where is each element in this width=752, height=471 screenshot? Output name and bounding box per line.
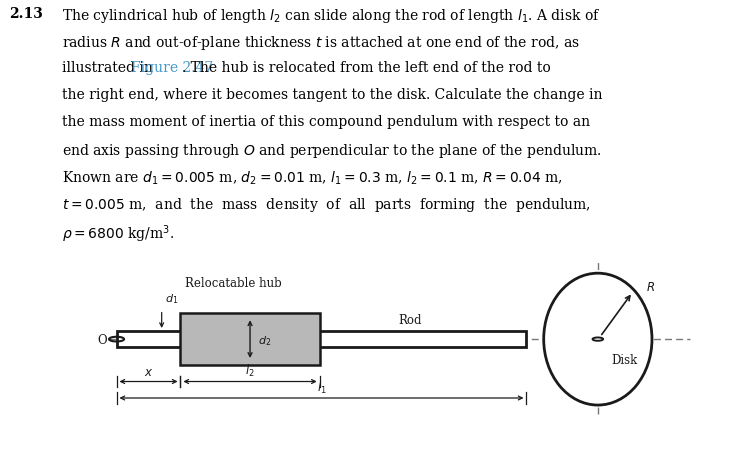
Text: $d_2$: $d_2$: [257, 334, 271, 349]
Text: the mass moment of inertia of this compound pendulum with respect to an: the mass moment of inertia of this compo…: [62, 115, 590, 130]
Text: illustrated in: illustrated in: [62, 61, 157, 75]
Text: $l_1$: $l_1$: [317, 380, 326, 396]
Text: Known are $d_1 = 0.005$ m, $d_2 = 0.01$ m, $l_1 = 0.3$ m, $l_2 = 0.1$ m, $R = 0.: Known are $d_1 = 0.005$ m, $d_2 = 0.01$ …: [62, 169, 562, 187]
Text: end axis passing through $O$ and perpendicular to the plane of the pendulum.: end axis passing through $O$ and perpend…: [62, 142, 602, 160]
Text: . The hub is relocated from the left end of the rod to: . The hub is relocated from the left end…: [182, 61, 550, 75]
Text: Disk: Disk: [611, 354, 638, 367]
Bar: [180, 313, 320, 365]
Text: $\rho = 6800$ kg/m$^3$.: $\rho = 6800$ kg/m$^3$.: [62, 223, 174, 245]
Text: $x$: $x$: [144, 366, 153, 379]
Text: Rod: Rod: [398, 314, 422, 327]
Text: $R$: $R$: [646, 282, 655, 294]
Text: The cylindrical hub of length $l_2$ can slide along the rod of length $l_1$. A d: The cylindrical hub of length $l_2$ can …: [62, 8, 600, 25]
Text: $t = 0.005$ m,  and  the  mass  density  of  all  parts  forming  the  pendulum,: $t = 0.005$ m, and the mass density of a…: [62, 196, 590, 214]
Bar: [117, 331, 526, 348]
Text: radius $R$ and out-of-plane thickness $t$ is attached at one end of the rod, as: radius $R$ and out-of-plane thickness $t…: [62, 34, 580, 52]
Text: Relocatable hub: Relocatable hub: [185, 276, 282, 290]
Text: O: O: [97, 334, 107, 347]
Text: 2.13: 2.13: [9, 8, 43, 22]
Text: $l_2$: $l_2$: [245, 363, 255, 379]
Text: $d_1$: $d_1$: [165, 292, 179, 306]
Text: the right end, where it becomes tangent to the disk. Calculate the change in: the right end, where it becomes tangent …: [62, 89, 602, 102]
Text: Figure 2.47: Figure 2.47: [131, 61, 214, 75]
Ellipse shape: [544, 273, 652, 405]
